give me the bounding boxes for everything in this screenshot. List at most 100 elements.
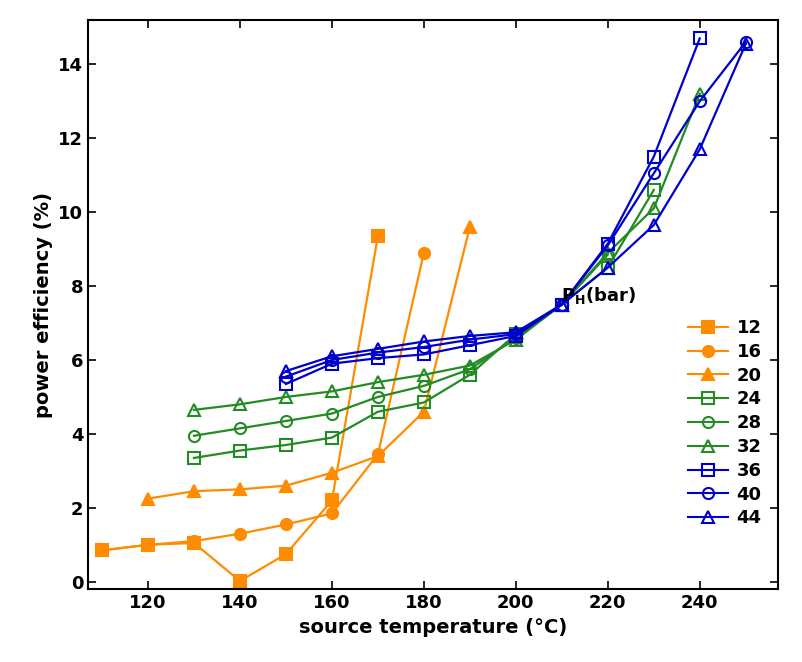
40: [511, 330, 520, 338]
Line: 12: 12: [96, 230, 383, 587]
44: [282, 367, 291, 375]
24: [511, 330, 520, 338]
40: [282, 373, 291, 381]
44: [419, 338, 429, 346]
20: [373, 452, 383, 460]
36: [282, 380, 291, 388]
X-axis label: source temperature (°C): source temperature (°C): [299, 618, 567, 637]
40: [465, 336, 475, 344]
28: [282, 417, 291, 425]
28: [603, 251, 613, 259]
28: [419, 382, 429, 390]
16: [189, 537, 199, 545]
Line: 44: 44: [281, 38, 751, 377]
28: [511, 334, 520, 342]
12: [97, 546, 107, 554]
12: [144, 541, 153, 549]
12: [235, 577, 245, 585]
12: [327, 496, 337, 504]
20: [235, 485, 245, 493]
40: [603, 242, 613, 250]
28: [557, 301, 567, 308]
44: [465, 332, 475, 340]
Line: 32: 32: [188, 88, 705, 416]
32: [373, 378, 383, 386]
Line: 40: 40: [281, 36, 751, 382]
32: [235, 401, 245, 408]
32: [511, 336, 520, 344]
12: [373, 232, 383, 240]
36: [465, 341, 475, 349]
44: [373, 345, 383, 353]
20: [327, 469, 337, 477]
36: [557, 301, 567, 308]
16: [97, 546, 107, 554]
12: [189, 539, 199, 547]
44: [649, 221, 658, 229]
32: [695, 90, 705, 98]
40: [327, 356, 337, 364]
Line: 16: 16: [96, 247, 429, 556]
20: [144, 495, 153, 502]
32: [419, 371, 429, 379]
44: [557, 301, 567, 308]
Line: 28: 28: [188, 249, 614, 442]
Line: 20: 20: [143, 221, 476, 504]
Line: 36: 36: [281, 33, 705, 389]
40: [741, 38, 751, 46]
32: [465, 361, 475, 369]
32: [649, 205, 658, 213]
16: [327, 510, 337, 518]
Line: 24: 24: [188, 184, 659, 463]
16: [419, 249, 429, 257]
40: [557, 301, 567, 308]
40: [695, 97, 705, 105]
Text: $\mathbf{P_H(bar)}$: $\mathbf{P_H(bar)}$: [561, 285, 636, 307]
20: [189, 487, 199, 495]
24: [465, 371, 475, 379]
28: [373, 393, 383, 401]
44: [741, 40, 751, 48]
24: [189, 454, 199, 462]
20: [282, 482, 291, 490]
36: [373, 354, 383, 362]
44: [511, 328, 520, 336]
40: [649, 169, 658, 177]
16: [235, 530, 245, 538]
24: [419, 399, 429, 406]
32: [557, 301, 567, 308]
20: [465, 223, 475, 231]
36: [511, 332, 520, 340]
16: [144, 541, 153, 549]
36: [603, 240, 613, 248]
40: [419, 343, 429, 351]
44: [603, 263, 613, 271]
16: [282, 520, 291, 528]
20: [419, 408, 429, 416]
40: [373, 349, 383, 357]
36: [695, 34, 705, 42]
24: [327, 434, 337, 442]
24: [649, 186, 658, 194]
24: [557, 301, 567, 308]
28: [327, 410, 337, 418]
24: [235, 447, 245, 455]
12: [282, 550, 291, 558]
32: [327, 387, 337, 395]
Y-axis label: power efficiency (%): power efficiency (%): [34, 191, 53, 418]
32: [189, 406, 199, 414]
24: [282, 441, 291, 449]
36: [419, 350, 429, 358]
44: [695, 145, 705, 153]
28: [465, 365, 475, 373]
28: [235, 424, 245, 432]
36: [327, 359, 337, 367]
36: [649, 153, 658, 161]
Legend: 12, 16, 20, 24, 28, 32, 36, 40, 44: 12, 16, 20, 24, 28, 32, 36, 40, 44: [681, 312, 769, 535]
44: [327, 352, 337, 360]
32: [603, 249, 613, 257]
24: [603, 263, 613, 271]
16: [373, 450, 383, 458]
24: [373, 408, 383, 416]
28: [189, 432, 199, 440]
